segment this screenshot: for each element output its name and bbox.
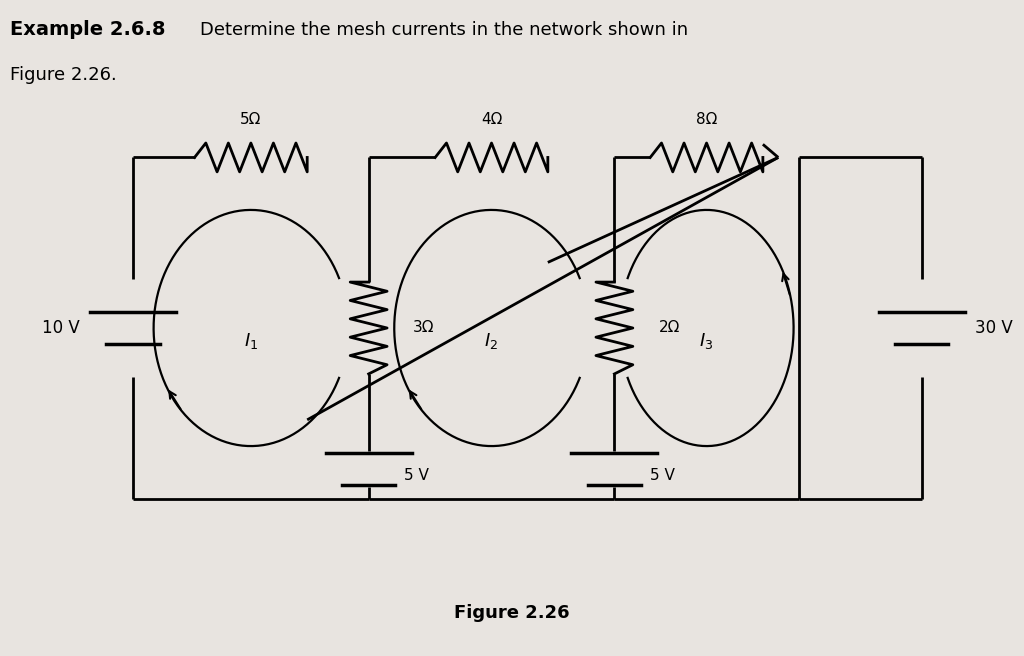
Text: 4Ω: 4Ω <box>481 112 502 127</box>
Text: 5 V: 5 V <box>650 468 675 483</box>
Text: $I_1$: $I_1$ <box>244 331 258 351</box>
Text: 3Ω: 3Ω <box>413 321 434 335</box>
Text: $I_2$: $I_2$ <box>484 331 499 351</box>
Text: $I_3$: $I_3$ <box>699 331 714 351</box>
Text: 8Ω: 8Ω <box>696 112 717 127</box>
Text: Figure 2.26.: Figure 2.26. <box>10 66 117 85</box>
Text: 2Ω: 2Ω <box>658 321 680 335</box>
Text: 5 V: 5 V <box>404 468 429 483</box>
Text: 10 V: 10 V <box>42 319 80 337</box>
Text: Figure 2.26: Figure 2.26 <box>455 604 569 623</box>
Text: 5Ω: 5Ω <box>241 112 261 127</box>
Text: Example 2.6.8: Example 2.6.8 <box>10 20 166 39</box>
Text: Determine the mesh currents in the network shown in: Determine the mesh currents in the netwo… <box>200 20 688 39</box>
Text: 30 V: 30 V <box>975 319 1013 337</box>
